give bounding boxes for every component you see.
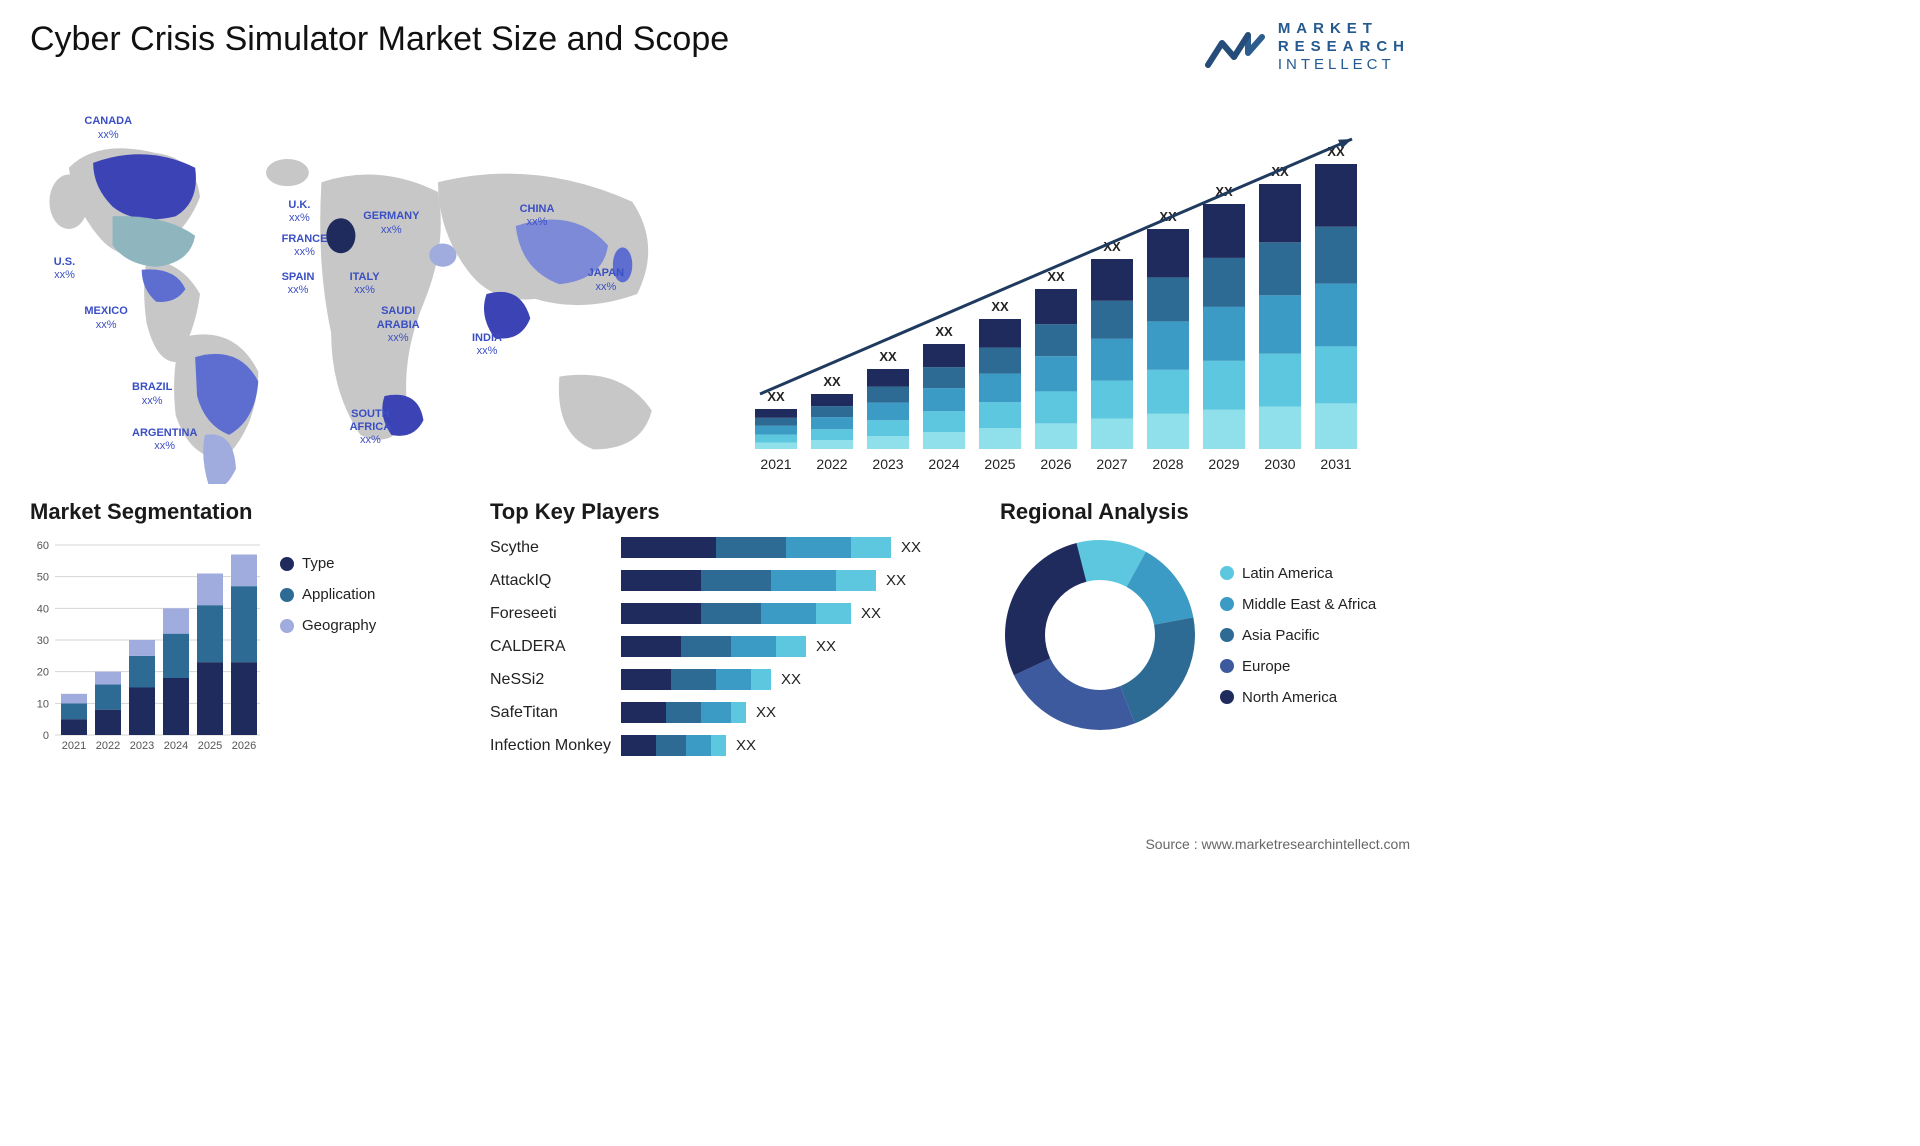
player-value: XX [781,671,801,688]
logo-icon [1204,25,1268,69]
country-label: U.S.xx% [54,256,75,282]
country-label: CHINAxx% [520,203,555,229]
player-label: NeSSi2 [490,669,611,690]
world-map-panel: CANADAxx% U.S.xx% MEXICOxx% BRAZILxx% ARGENT… [30,104,710,484]
svg-text:XX: XX [935,324,953,339]
logo-text-2: RESEARCH [1278,38,1410,56]
country-label: FRANCExx% [282,233,328,259]
svg-text:20: 20 [37,667,49,679]
legend-item: Application [280,586,376,603]
regional-legend: Latin America Middle East & Africa Asia Pa… [1220,565,1376,706]
country-label: ARGENTINAxx% [132,427,197,453]
svg-text:XX: XX [991,299,1009,314]
svg-text:2030: 2030 [1264,456,1295,472]
players-title: Top Key Players [490,499,960,525]
svg-text:2022: 2022 [816,456,847,472]
player-label: AttackIQ [490,570,611,591]
segmentation-legend: Type Application Geography [280,535,376,755]
country-label: U.K.xx% [288,199,310,225]
player-bar-row: XX [621,636,960,657]
segmentation-panel: Market Segmentation 0 10 20 30 40 50 60 2021 202… [30,499,450,756]
player-bar-row: XX [621,702,960,723]
legend-item: Geography [280,617,376,634]
player-label: Scythe [490,537,611,558]
player-label: Foreseeti [490,603,611,624]
svg-text:2023: 2023 [130,740,154,752]
players-bars: XXXXXXXXXXXXXX [621,535,960,756]
segmentation-title: Market Segmentation [30,499,450,525]
logo-text-1: MARKET [1278,20,1410,38]
country-label: INDIAxx% [472,332,502,358]
legend-item: North America [1220,689,1376,706]
player-value: XX [756,704,776,721]
player-bar-row: XX [621,735,960,756]
svg-text:XX: XX [1047,269,1065,284]
svg-text:2024: 2024 [928,456,959,472]
player-bar-row: XX [621,603,960,624]
svg-text:2021: 2021 [760,456,791,472]
legend-item: Type [280,555,376,572]
svg-text:2025: 2025 [984,456,1015,472]
svg-text:2027: 2027 [1096,456,1127,472]
svg-text:2031: 2031 [1320,456,1351,472]
country-label: GERMANYxx% [363,210,419,236]
svg-text:2024: 2024 [164,740,188,752]
legend-item: Latin America [1220,565,1376,582]
svg-text:0: 0 [43,730,49,742]
segmentation-chart: 0 10 20 30 40 50 60 2021 2022 2023 2024 2025 2026 [30,535,260,755]
country-label: JAPANxx% [588,267,624,293]
players-labels: Scythe AttackIQ Foreseeti CALDERA NeSSi2 Safe… [490,535,611,756]
country-label: SOUTHAFRICAxx% [350,408,392,448]
legend-item: Asia Pacific [1220,627,1376,644]
svg-text:2026: 2026 [232,740,256,752]
players-panel: Top Key Players Scythe AttackIQ Foreseeti C… [490,499,960,756]
regional-panel: Regional Analysis Latin America Middle Ea… [1000,499,1420,756]
legend-item: Middle East & Africa [1220,596,1376,613]
player-label: CALDERA [490,636,611,657]
player-value: XX [736,737,756,754]
svg-text:40: 40 [37,603,49,615]
player-value: XX [861,605,881,622]
svg-text:2026: 2026 [1040,456,1071,472]
player-value: XX [816,638,836,655]
country-label: SAUDIARABIAxx% [377,305,420,345]
svg-text:2029: 2029 [1208,456,1239,472]
player-bar-row: XX [621,537,960,558]
svg-text:2025: 2025 [198,740,222,752]
main-bar-chart: XX2021XX2022XX2023XX2024XX2025XX2026XX20… [730,104,1410,484]
svg-text:2022: 2022 [96,740,120,752]
country-label: BRAZILxx% [132,381,172,407]
logo-text-3: INTELLECT [1278,56,1410,74]
svg-text:10: 10 [37,698,49,710]
country-label: SPAINxx% [282,271,315,297]
svg-text:2023: 2023 [872,456,903,472]
legend-item: Europe [1220,658,1376,675]
player-bar-row: XX [621,669,960,690]
svg-text:2028: 2028 [1152,456,1183,472]
player-value: XX [901,539,921,556]
player-value: XX [886,572,906,589]
player-label: Infection Monkey [490,735,611,756]
player-label: SafeTitan [490,702,611,723]
country-label: ITALYxx% [350,271,380,297]
regional-donut [1000,535,1200,735]
country-label: MEXICOxx% [84,305,127,331]
svg-text:XX: XX [823,374,841,389]
page-title: Cyber Crisis Simulator Market Size and S… [30,20,729,59]
country-label: CANADAxx% [84,115,132,141]
svg-text:50: 50 [37,572,49,584]
svg-text:XX: XX [879,349,897,364]
svg-text:30: 30 [37,635,49,647]
svg-text:2021: 2021 [62,740,86,752]
regional-title: Regional Analysis [1000,499,1420,525]
svg-text:60: 60 [37,540,49,552]
source-text: Source : www.marketresearchintellect.com [1145,836,1410,852]
brand-logo: MARKET RESEARCH INTELLECT [1204,20,1410,74]
player-bar-row: XX [621,570,960,591]
